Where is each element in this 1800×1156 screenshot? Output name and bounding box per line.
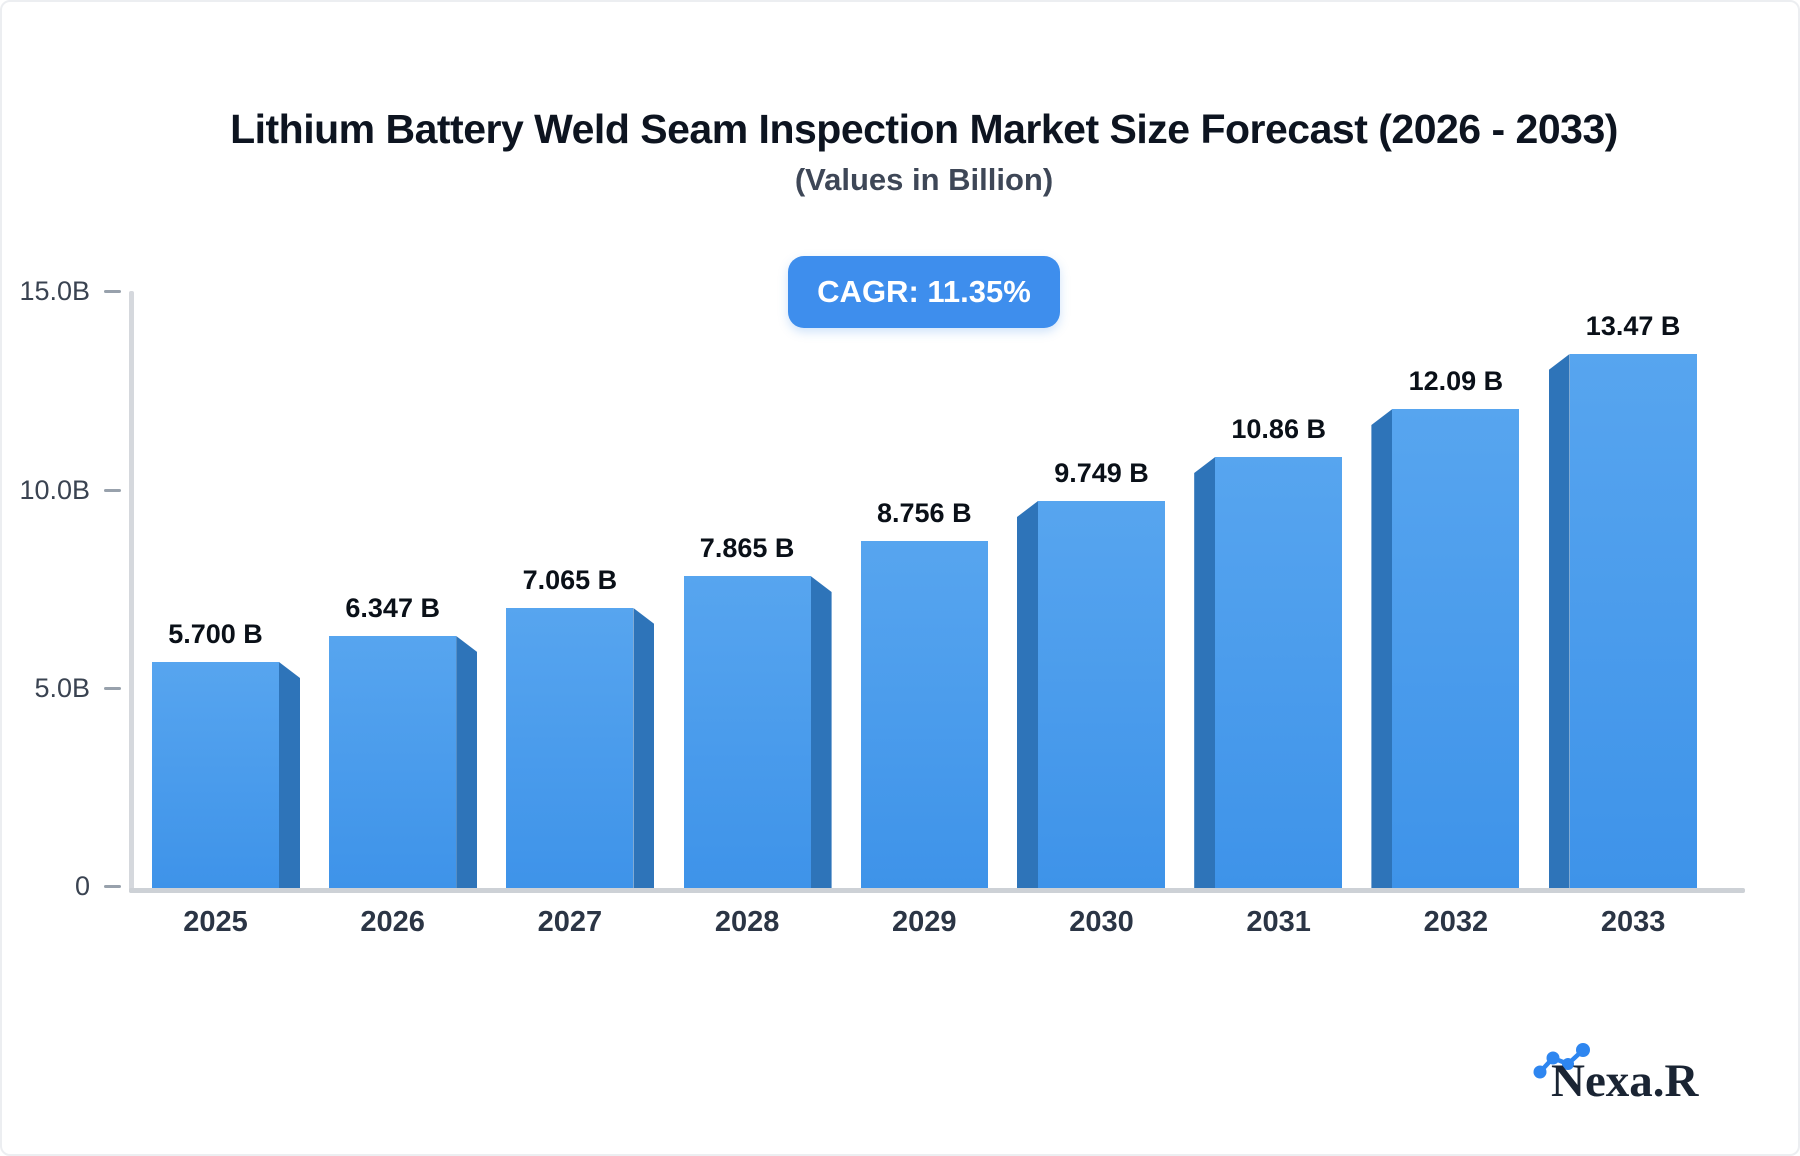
x-tick-label: 2032	[1423, 906, 1489, 938]
y-tick	[104, 489, 121, 492]
x-tick-label: 2028	[714, 906, 780, 938]
bar-side	[456, 636, 478, 888]
y-tick-label: 0	[74, 871, 90, 901]
bar-side	[1371, 409, 1393, 888]
bar-value-label: 12.09 B	[1408, 366, 1504, 396]
bar-side	[1194, 457, 1216, 888]
bar	[152, 662, 279, 888]
bar-value-label: 5.700 B	[168, 619, 263, 649]
bar-side	[810, 576, 832, 888]
bar-side	[633, 608, 655, 888]
bar	[1038, 501, 1165, 888]
x-tick-label: 2030	[1069, 906, 1134, 938]
bar-value-label: 9.749 B	[1054, 458, 1149, 488]
x-tick-label: 2026	[360, 906, 425, 938]
x-tick-label: 2033	[1600, 906, 1666, 938]
bar-value-label: 13.47 B	[1585, 311, 1681, 341]
page-title: Lithium Battery Weld Seam Inspection Mar…	[230, 106, 1618, 152]
bar-value-label: 7.065 B	[522, 565, 618, 595]
page-subtitle: (Values in Billion)	[794, 162, 1054, 197]
y-tick-label: 10.0B	[19, 475, 90, 505]
y-tick-label: 15.0B	[19, 276, 90, 306]
bar	[683, 576, 811, 888]
bar	[329, 636, 457, 888]
bar	[1569, 354, 1697, 888]
bar	[506, 608, 634, 888]
x-axis-line	[129, 888, 1745, 893]
bar-side	[1017, 501, 1038, 888]
y-tick-label: 5.0B	[34, 673, 90, 703]
y-axis-line	[129, 291, 134, 893]
cagr-badge: CAGR: 11.35%	[788, 256, 1060, 328]
bar-value-label: 10.86 B	[1231, 414, 1326, 444]
brand-name: Nexa.R	[1551, 1055, 1699, 1107]
x-tick-label: 2027	[537, 906, 603, 938]
x-tick-label: 2031	[1246, 906, 1311, 938]
y-tick	[104, 885, 121, 888]
bar-value-label: 6.347 B	[345, 593, 440, 623]
bar	[1392, 409, 1520, 888]
x-tick-label: 2025	[183, 906, 248, 938]
y-tick	[104, 290, 121, 293]
bar-value-label: 8.756 B	[877, 498, 972, 528]
bar-side	[1548, 354, 1570, 888]
bar-side	[279, 662, 300, 888]
bar	[860, 541, 988, 888]
brand-logo: Nexa.R	[1522, 1038, 1732, 1128]
x-tick-label: 2029	[892, 906, 957, 938]
bar-value-label: 7.865 B	[699, 533, 795, 563]
bar	[1215, 457, 1343, 888]
line-chart-icon	[1533, 1043, 1590, 1079]
y-tick	[104, 687, 121, 690]
